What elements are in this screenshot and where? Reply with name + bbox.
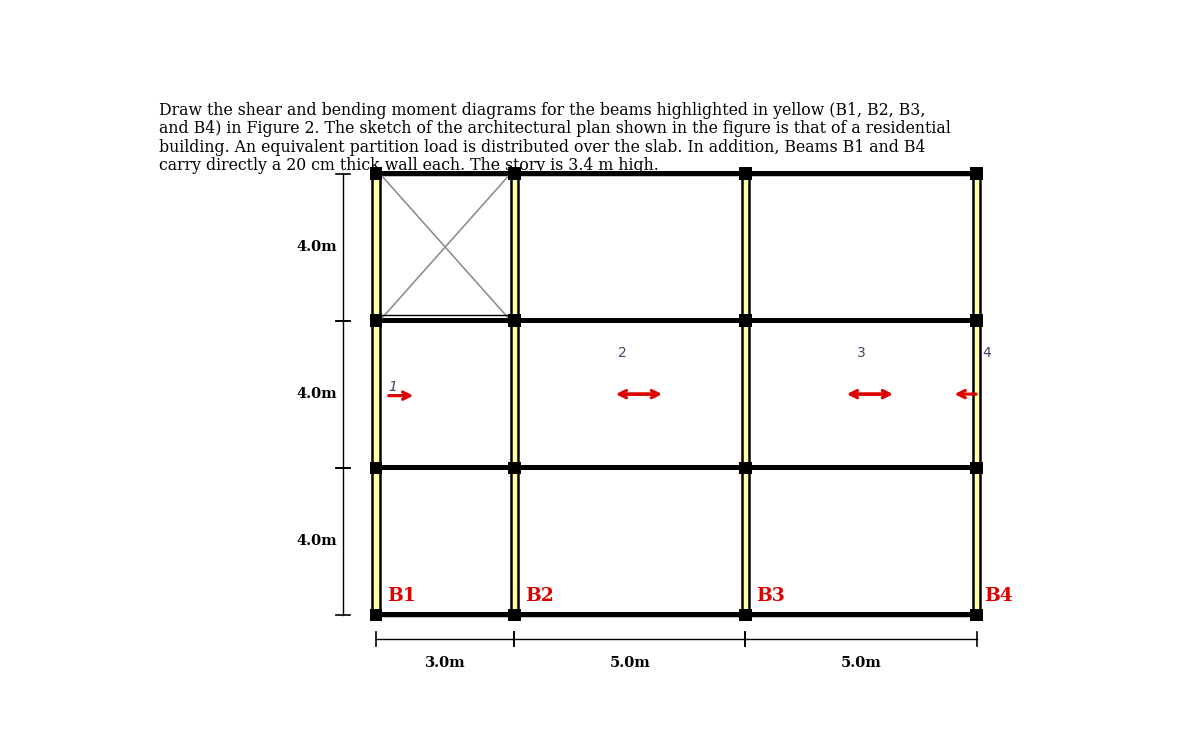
- Bar: [740, 315, 752, 327]
- Text: B1: B1: [386, 587, 416, 605]
- Bar: [508, 167, 521, 180]
- Bar: [740, 167, 752, 180]
- Bar: [370, 608, 382, 621]
- Text: Draw the shear and bending moment diagrams for the beams highlighted in yellow (: Draw the shear and bending moment diagra…: [159, 102, 925, 119]
- Bar: [973, 173, 980, 614]
- Bar: [973, 173, 980, 614]
- Text: B4: B4: [985, 587, 1013, 605]
- Bar: [510, 173, 518, 614]
- Bar: [372, 173, 379, 614]
- Bar: [742, 173, 749, 614]
- Bar: [742, 173, 749, 614]
- Bar: [971, 315, 982, 327]
- Bar: [370, 167, 382, 180]
- Bar: [508, 315, 521, 327]
- Bar: [376, 173, 977, 614]
- Bar: [376, 465, 977, 470]
- Bar: [376, 612, 977, 617]
- Text: 4.0m: 4.0m: [297, 240, 337, 254]
- Text: and B4) in Figure 2. The sketch of the architectural plan shown in the figure is: and B4) in Figure 2. The sketch of the a…: [159, 120, 951, 137]
- Text: 5.0m: 5.0m: [841, 657, 881, 670]
- Text: 4.0m: 4.0m: [297, 534, 337, 548]
- Bar: [508, 608, 521, 621]
- Bar: [508, 462, 521, 474]
- Text: B2: B2: [525, 587, 554, 605]
- Bar: [740, 608, 752, 621]
- Text: 2: 2: [617, 346, 627, 360]
- Text: 4.0m: 4.0m: [297, 387, 337, 401]
- Text: 3.0m: 3.0m: [425, 657, 465, 670]
- Bar: [370, 315, 382, 327]
- Bar: [971, 167, 982, 180]
- Text: carry directly a 20 cm thick wall each. The story is 3.4 m high.: carry directly a 20 cm thick wall each. …: [159, 157, 659, 175]
- Bar: [971, 608, 982, 621]
- Bar: [370, 462, 382, 474]
- Text: building. An equivalent partition load is distributed over the slab. In addition: building. An equivalent partition load i…: [159, 139, 926, 156]
- Text: 1: 1: [389, 380, 397, 394]
- Bar: [372, 173, 379, 614]
- Bar: [740, 462, 752, 474]
- Bar: [510, 173, 518, 614]
- Text: B3: B3: [756, 587, 786, 605]
- Text: 5.0m: 5.0m: [609, 657, 650, 670]
- Text: 3: 3: [856, 346, 866, 360]
- Text: 4: 4: [982, 346, 991, 360]
- Bar: [376, 318, 977, 323]
- Bar: [971, 462, 982, 474]
- Bar: [376, 171, 977, 176]
